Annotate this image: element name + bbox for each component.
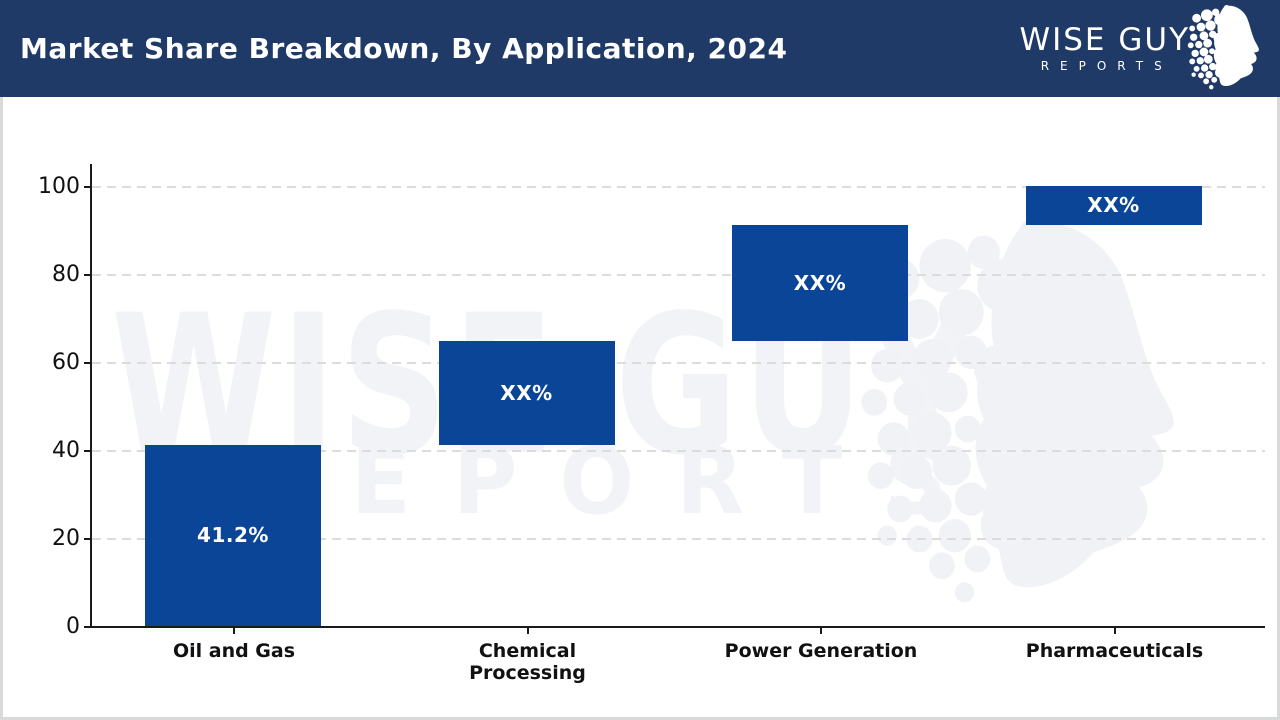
y-tick-label-20-label: 20	[52, 526, 80, 551]
gridline-100	[92, 186, 1265, 188]
y-tick-80	[84, 274, 90, 276]
bar-power-generation-label: XX%	[793, 270, 847, 295]
bar-pharmaceuticals-label: XX%	[1087, 193, 1140, 218]
y-tick-60	[84, 362, 90, 364]
y-tick-label-100-label: 100	[38, 174, 80, 199]
bar-power-generation: XX%	[732, 224, 908, 341]
category-label-1-label: Chemical Processing	[469, 640, 586, 684]
x-axis	[90, 626, 1265, 628]
x-tick-3	[1113, 628, 1116, 634]
y-tick-label-20: 20	[28, 526, 80, 551]
y-axis	[90, 164, 92, 628]
x-tick-1	[526, 628, 529, 634]
gridline-20	[92, 538, 1265, 540]
bar-chemical-processing: XX%	[438, 340, 615, 445]
category-label-2-label: Power Generation	[724, 640, 918, 662]
y-tick-0	[84, 626, 90, 628]
category-label-2: Power Generation	[706, 640, 936, 662]
chart-title: Market Share Breakdown, By Application, …	[20, 32, 788, 65]
y-tick-20	[84, 538, 90, 540]
y-tick-label-0: 0	[28, 614, 80, 639]
y-tick-label-40-label: 40	[52, 438, 80, 463]
y-tick-label-60-label: 60	[52, 350, 80, 375]
bar-oil-and-gas-label: 41.2%	[197, 523, 269, 548]
chart-area: WISE GUY REPORTS 0 20 40 60 80 100 Oil and Gas…	[0, 97, 1280, 720]
gridline-60	[92, 362, 1265, 364]
y-tick-label-0-label: 0	[66, 614, 80, 639]
brand-logo-text: WISE GUY REPORTS	[1019, 22, 1190, 73]
y-tick-40	[84, 450, 90, 452]
header-bar: Market Share Breakdown, By Application, …	[0, 0, 1280, 97]
category-label-0-label: Oil and Gas	[172, 640, 296, 662]
category-label-1: Chemical Processing	[413, 640, 643, 684]
brand-subname: REPORTS	[1040, 59, 1173, 73]
y-tick-label-40: 40	[28, 438, 80, 463]
bar-chemical-processing-label: XX%	[500, 380, 553, 405]
brand-face-icon	[1184, 5, 1262, 93]
y-tick-100	[84, 186, 90, 188]
brand-name: WISE GUY	[1019, 22, 1190, 58]
y-tick-label-80-label: 80	[52, 262, 80, 287]
bar-oil-and-gas: 41.2%	[145, 444, 321, 626]
category-label-3-label: Pharmaceuticals	[1025, 640, 1204, 662]
y-tick-label-100: 100	[28, 174, 80, 199]
y-tick-label-60: 60	[28, 350, 80, 375]
gridline-80	[92, 274, 1265, 276]
brand-logo: WISE GUY REPORTS	[1019, 0, 1262, 97]
watermark-text-2: REPORTS	[241, 427, 990, 536]
bar-pharmaceuticals: XX%	[1025, 186, 1202, 225]
category-label-0: Oil and Gas	[119, 640, 349, 662]
x-tick-0	[233, 628, 235, 634]
category-label-3: Pharmaceuticals	[1000, 640, 1230, 662]
y-tick-label-80: 80	[28, 262, 80, 287]
gridline-40	[92, 450, 1265, 452]
x-tick-2	[820, 628, 822, 634]
